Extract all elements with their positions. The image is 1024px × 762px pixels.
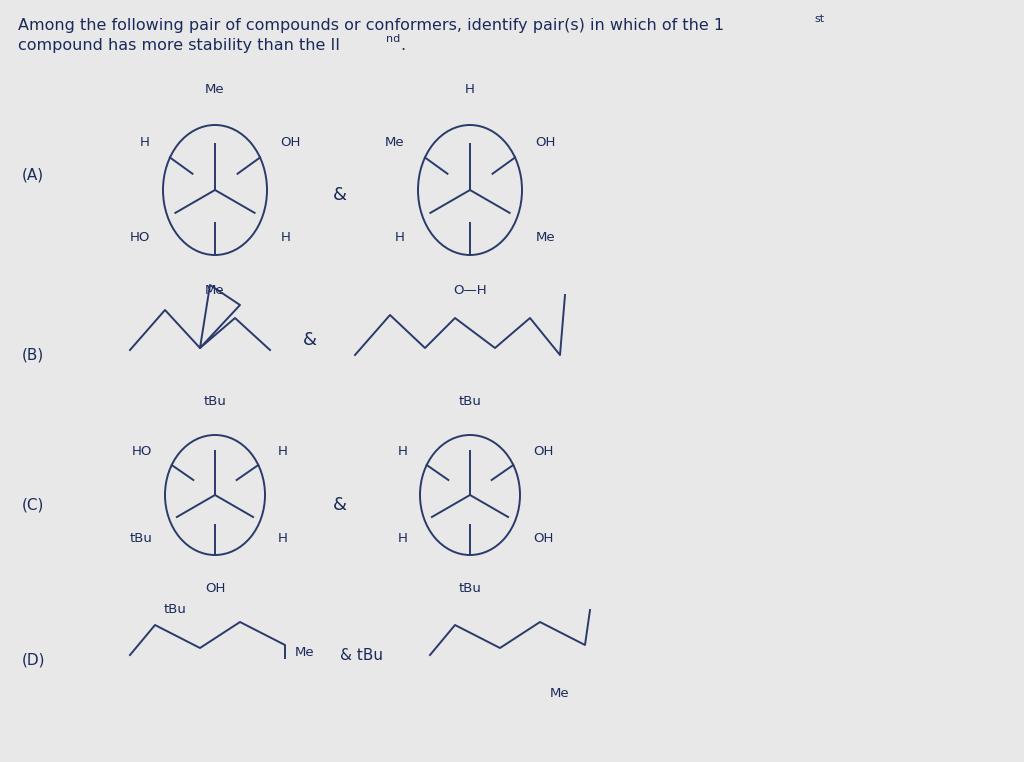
Text: OH: OH — [281, 136, 301, 149]
Text: & tBu: & tBu — [340, 648, 383, 662]
Text: Me: Me — [205, 83, 225, 96]
Text: (B): (B) — [22, 347, 44, 363]
Text: Me: Me — [295, 645, 314, 658]
Text: H: H — [140, 136, 150, 149]
Text: OH: OH — [532, 532, 553, 545]
Text: Among the following pair of compounds or conformers, identify pair(s) in which o: Among the following pair of compounds or… — [18, 18, 724, 33]
Text: compound has more stability than the II: compound has more stability than the II — [18, 38, 340, 53]
Text: Me: Me — [205, 284, 225, 297]
Text: tBu: tBu — [459, 395, 481, 408]
Text: Me: Me — [385, 136, 404, 149]
Text: tBu: tBu — [164, 603, 186, 616]
Text: &: & — [303, 331, 317, 349]
Text: tBu: tBu — [129, 532, 153, 545]
Text: H: H — [397, 532, 408, 545]
Text: H: H — [395, 231, 404, 244]
Text: tBu: tBu — [459, 582, 481, 595]
Text: tBu: tBu — [204, 395, 226, 408]
Text: (A): (A) — [22, 168, 44, 183]
Text: &: & — [333, 186, 347, 204]
Text: HO: HO — [129, 231, 150, 244]
Text: HO: HO — [132, 445, 153, 458]
Text: OH: OH — [532, 445, 553, 458]
Text: H: H — [278, 445, 288, 458]
Text: H: H — [397, 445, 408, 458]
Text: OH: OH — [205, 582, 225, 595]
Text: OH: OH — [536, 136, 556, 149]
Text: nd: nd — [386, 34, 400, 44]
Text: (D): (D) — [22, 652, 45, 668]
Text: Me: Me — [536, 231, 555, 244]
Text: O—H: O—H — [454, 284, 486, 297]
Text: Me: Me — [550, 687, 569, 700]
Text: H: H — [278, 532, 288, 545]
Text: H: H — [281, 231, 290, 244]
Text: &: & — [333, 496, 347, 514]
Text: .: . — [400, 38, 406, 53]
Text: (C): (C) — [22, 498, 44, 513]
Text: st: st — [814, 14, 824, 24]
Text: H: H — [465, 83, 475, 96]
